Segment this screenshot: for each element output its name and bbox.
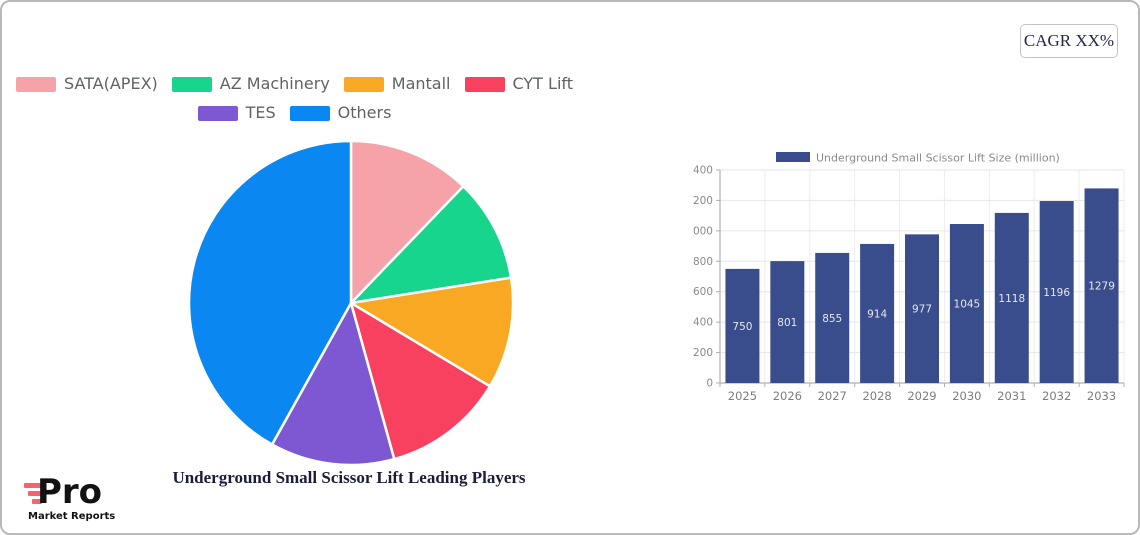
y-tick-label: 1400	[692, 165, 713, 177]
bar-value-label: 977	[912, 304, 932, 316]
bar-value-label: 914	[867, 308, 887, 320]
legend-swatch	[171, 76, 212, 92]
legend-label: SATA(APEX)	[63, 74, 158, 93]
x-tick-label: 2025	[728, 389, 757, 403]
bar-2029	[905, 234, 939, 383]
x-tick-label: 2027	[818, 389, 847, 403]
x-tick-label: 2028	[862, 389, 891, 403]
legend-item-others: Others	[289, 103, 392, 122]
pie-slice-others	[187, 139, 353, 446]
x-tick-label: 2026	[773, 389, 802, 403]
pie-legend: SATA(APEX) AZ Machinery Mantall CYT Lift TES…	[2, 76, 587, 121]
legend-swatch	[464, 76, 505, 92]
x-tick-label: 2032	[1042, 389, 1071, 403]
brand-logo: Pro Market Reports	[24, 472, 154, 526]
bar-legend-swatch	[776, 152, 810, 162]
cagr-badge: CAGR XX%	[1020, 24, 1118, 58]
legend-swatch	[15, 76, 56, 92]
logo-bar	[32, 499, 42, 504]
pie-slice-sata-apex	[349, 139, 465, 305]
legend-swatch	[197, 105, 238, 121]
x-tick-label: 2030	[952, 389, 981, 403]
bar-value-label: 1045	[954, 299, 981, 311]
bar-legend-label: Underground Small Scissor Lift Size (mil…	[816, 152, 1060, 165]
y-tick-label: 1000	[692, 225, 713, 237]
x-tick-label: 2029	[907, 389, 936, 403]
bar-legend: Underground Small Scissor Lift Size (mil…	[776, 152, 1060, 165]
x-tick-label: 2033	[1087, 389, 1116, 403]
bar-value-label: 1279	[1088, 281, 1115, 293]
pie-chart-title: Underground Small Scissor Lift Leading P…	[172, 468, 526, 487]
x-tick-label: 2031	[997, 389, 1026, 403]
bar-2025	[725, 268, 760, 383]
legend-label: AZ Machinery	[219, 74, 330, 93]
y-tick-label: 800	[693, 256, 713, 268]
bar-value-label: 750	[732, 321, 752, 333]
bar-2030	[949, 224, 984, 383]
pie-legend-row: SATA(APEX) AZ Machinery Mantall CYT Lift	[2, 76, 587, 92]
pie-chart	[186, 138, 516, 468]
pie-slice-tes	[270, 301, 396, 467]
pie-slice-mantall	[349, 276, 515, 388]
logo-name: Pro	[37, 472, 103, 512]
bar-value-label: 1196	[1043, 287, 1070, 299]
legend-label: CYT Lift	[512, 74, 574, 93]
legend-item-az-machinery: AZ Machinery	[171, 74, 330, 93]
legend-swatch	[289, 105, 330, 121]
bar-2027	[815, 252, 850, 383]
legend-swatch	[343, 76, 384, 92]
bar-2033	[1084, 188, 1119, 383]
legend-label: Others	[337, 103, 392, 122]
bar-value-label: 855	[822, 313, 842, 325]
logo-tagline: Market Reports	[28, 511, 116, 522]
logo-bars-icon	[24, 483, 42, 504]
y-tick-label: 400	[693, 317, 713, 329]
legend-item-mantall: Mantall	[343, 74, 451, 93]
cagr-label: CAGR XX%	[1023, 31, 1115, 50]
bar-value-label: 1118	[998, 293, 1025, 305]
legend-item-sata-apex: SATA(APEX)	[15, 74, 158, 93]
pie-slice-cyt-lift	[349, 301, 492, 461]
y-tick-label: 1200	[692, 195, 713, 207]
y-tick-label: 200	[693, 347, 713, 359]
logo-bar	[24, 483, 42, 488]
bar-chart-svg: Underground Small Scissor Lift Size (mil…	[686, 152, 1125, 403]
legend-item-cyt-lift: CYT Lift	[464, 74, 574, 93]
y-tick-label: 0	[706, 378, 713, 390]
pie-slice-az-machinery	[349, 185, 513, 305]
y-tick-label: 600	[693, 286, 713, 298]
bar-2031	[994, 212, 1029, 383]
bar-2026	[770, 261, 805, 383]
legend-item-tes: TES	[197, 103, 276, 122]
bar-value-label: 801	[777, 317, 797, 329]
logo-bar	[28, 491, 42, 496]
pie-chart-svg	[187, 139, 515, 467]
pie-legend-row: TES Others	[2, 105, 587, 121]
bar-2028	[860, 243, 895, 383]
legend-label: Mantall	[391, 74, 451, 93]
bar-2032	[1039, 201, 1074, 383]
bar-chart: Underground Small Scissor Lift Size (mil…	[686, 144, 1138, 416]
legend-label: TES	[245, 103, 276, 122]
bars: 750 2025 801 2026 855 2027 914 2028 977 2029 1045 2…	[725, 188, 1119, 403]
